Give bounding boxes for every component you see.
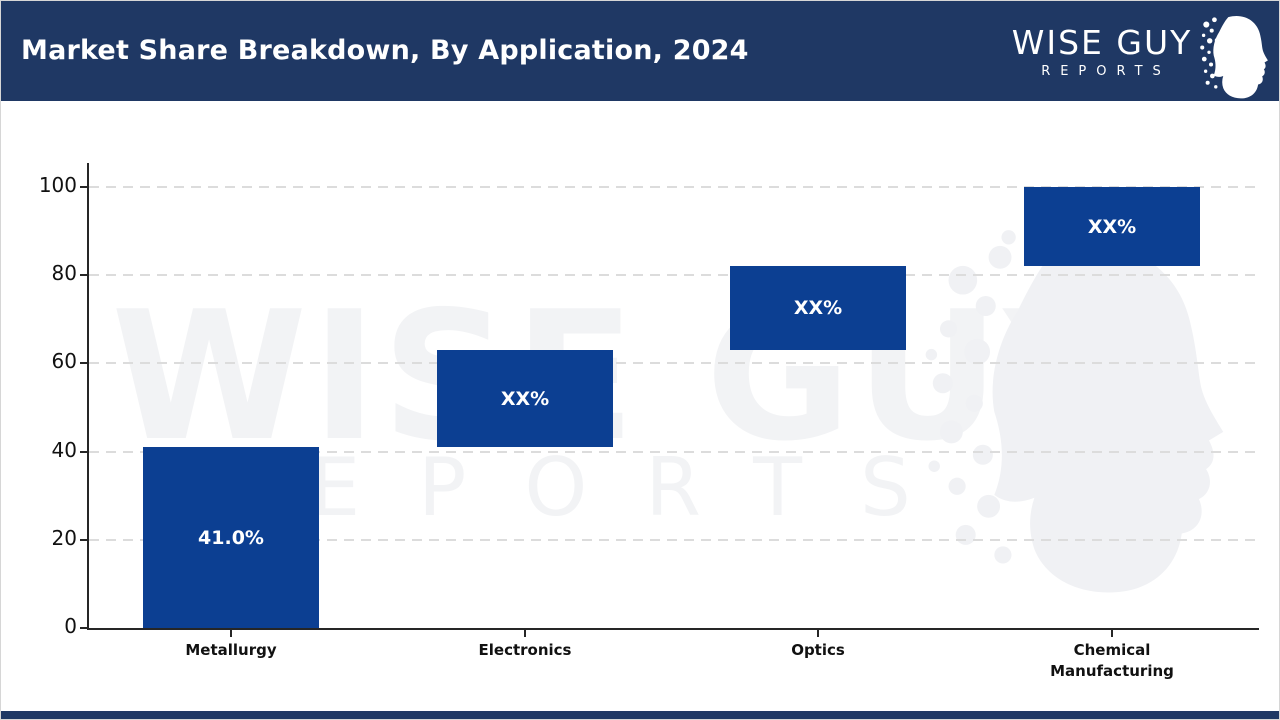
- grid-line: [89, 274, 1259, 277]
- footer-bar: [1, 711, 1279, 719]
- brand-logo: WISE GUY REPORTS: [1007, 7, 1269, 99]
- bar-metallurgy: 41.0%: [143, 447, 319, 628]
- brand-logo-text: WISE GUY REPORTS: [1007, 23, 1197, 79]
- dotted-face-icon: [1200, 15, 1268, 99]
- y-tick-mark: [80, 538, 88, 541]
- y-tick-label: 0: [64, 614, 77, 638]
- x-tick-mark: [524, 630, 526, 637]
- grid-line: [89, 450, 1259, 453]
- grid-line: [89, 538, 1259, 541]
- x-category-label: Optics: [791, 641, 845, 659]
- y-axis-line: [87, 163, 89, 630]
- x-tick-mark: [1111, 630, 1113, 637]
- page-title: Market Share Breakdown, By Application, …: [21, 35, 749, 66]
- y-tick-label: 60: [51, 349, 77, 374]
- bar-optics: XX%: [730, 266, 906, 351]
- grid-line: [89, 362, 1259, 365]
- x-category-label: Metallurgy: [185, 641, 277, 659]
- watermark-face-icon: [925, 225, 1224, 593]
- bar-chemical-manufacturing: XX%: [1024, 187, 1200, 267]
- y-tick-mark: [80, 627, 88, 629]
- bar-electronics: XX%: [437, 350, 613, 448]
- x-category-label: Chemical Manufacturing: [1050, 641, 1174, 680]
- x-tick-mark: [817, 630, 819, 637]
- x-tick-mark: [230, 630, 232, 637]
- bar-value-label: 41.0%: [198, 526, 264, 549]
- x-axis-line: [87, 628, 1259, 630]
- x-category-label: Electronics: [478, 641, 572, 659]
- y-tick-label: 100: [38, 173, 77, 197]
- y-tick-label: 80: [51, 261, 77, 286]
- brand-subtitle: REPORTS: [1041, 64, 1171, 79]
- y-tick-label: 40: [51, 437, 77, 462]
- grid-line: [89, 186, 1259, 188]
- brand-name: WISE GUY: [1011, 23, 1193, 62]
- bar-value-label: XX%: [793, 297, 843, 320]
- y-tick-mark: [80, 186, 88, 188]
- bar-value-label: XX%: [1087, 215, 1137, 238]
- y-tick-label: 20: [51, 525, 77, 550]
- watermark-text-primary: WISE GUY: [111, 273, 1137, 480]
- bar-value-label: XX%: [500, 387, 550, 410]
- y-tick-mark: [80, 274, 88, 277]
- y-tick-mark: [80, 362, 88, 365]
- header-bar: Market Share Breakdown, By Application, …: [1, 1, 1279, 101]
- y-tick-mark: [80, 450, 88, 453]
